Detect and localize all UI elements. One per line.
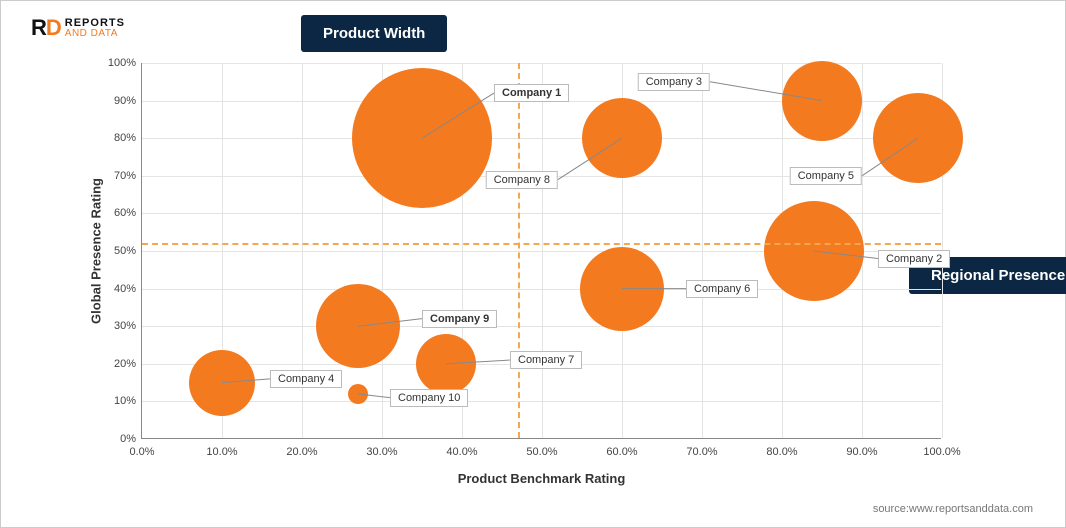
y-tick: 80% bbox=[96, 132, 136, 144]
x-tick: 20.0% bbox=[286, 446, 317, 458]
x-tick: 40.0% bbox=[446, 446, 477, 458]
x-tick: 100.0% bbox=[923, 446, 960, 458]
bubble-label: Company 4 bbox=[270, 370, 342, 388]
y-tick: 10% bbox=[96, 395, 136, 407]
quadrant-divider-v bbox=[518, 63, 520, 438]
x-axis-label: Product Benchmark Rating bbox=[458, 471, 626, 486]
bubble bbox=[416, 334, 476, 394]
y-tick: 0% bbox=[96, 433, 136, 445]
x-tick: 80.0% bbox=[766, 446, 797, 458]
logo-mark: RD bbox=[31, 15, 61, 41]
bubble bbox=[582, 98, 662, 178]
y-tick: 50% bbox=[96, 245, 136, 257]
y-tick: 90% bbox=[96, 95, 136, 107]
bubble-label: Company 5 bbox=[790, 167, 862, 185]
bubble-label: Company 2 bbox=[878, 250, 950, 268]
x-tick: 90.0% bbox=[846, 446, 877, 458]
y-tick: 100% bbox=[96, 57, 136, 69]
x-tick: 30.0% bbox=[366, 446, 397, 458]
bubble bbox=[873, 93, 963, 183]
bubble-label: Company 1 bbox=[494, 84, 569, 102]
source-attribution: source:www.reportsanddata.com bbox=[873, 503, 1033, 515]
x-tick: 0.0% bbox=[129, 446, 154, 458]
x-tick: 10.0% bbox=[206, 446, 237, 458]
y-tick: 60% bbox=[96, 207, 136, 219]
y-tick: 40% bbox=[96, 283, 136, 295]
gridline-h bbox=[142, 401, 941, 402]
chart-container: RD REPORTS AND DATA Product Width Region… bbox=[0, 0, 1066, 528]
y-tick: 70% bbox=[96, 170, 136, 182]
bubble bbox=[782, 61, 862, 141]
chart-area: Global Presence Rating Product Benchmark… bbox=[68, 23, 984, 503]
bubble-label: Company 9 bbox=[422, 310, 497, 328]
bubble-label: Company 7 bbox=[510, 351, 582, 369]
bubble bbox=[348, 384, 368, 404]
bubble bbox=[189, 350, 255, 416]
y-tick: 20% bbox=[96, 358, 136, 370]
y-tick: 30% bbox=[96, 320, 136, 332]
x-tick: 50.0% bbox=[526, 446, 557, 458]
bubble bbox=[316, 284, 400, 368]
bubble-label: Company 8 bbox=[486, 171, 558, 189]
bubble bbox=[764, 201, 864, 301]
x-tick: 70.0% bbox=[686, 446, 717, 458]
quadrant-divider-h bbox=[142, 243, 941, 245]
bubble-label: Company 6 bbox=[686, 280, 758, 298]
x-tick: 60.0% bbox=[606, 446, 637, 458]
bubble bbox=[352, 68, 492, 208]
plot-area: Global Presence Rating Product Benchmark… bbox=[141, 63, 941, 439]
gridline-h bbox=[142, 326, 941, 327]
bubble bbox=[580, 247, 664, 331]
bubble-label: Company 10 bbox=[390, 389, 468, 407]
bubble-label: Company 3 bbox=[638, 73, 710, 91]
